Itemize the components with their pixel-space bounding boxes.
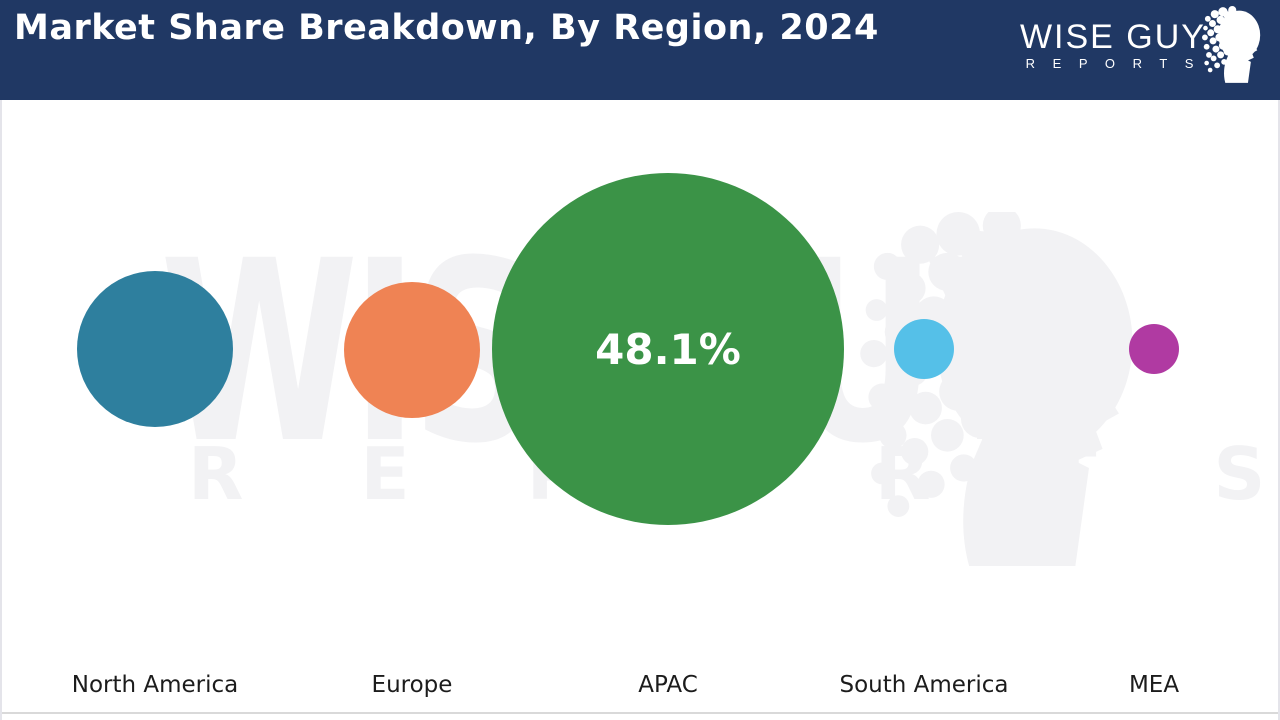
bubble-south-america [894,319,954,379]
bubble-apac: 48.1% [492,173,844,525]
face-dots-icon [1202,6,1266,84]
baseline [2,712,1278,714]
brand-logo: WISE GUY R E P O R T S [1020,6,1266,84]
logo-subtitle: R E P O R T S [1025,55,1201,71]
logo-wordmark: WISE GUY [1019,17,1206,56]
category-label-europe: Europe [371,672,453,698]
category-label-north-america: North America [71,672,239,698]
bubble-north-america [77,271,233,427]
category-label-mea: MEA [1128,672,1180,698]
bubble-value-apac: 48.1% [595,324,741,374]
category-labels: North America Europe APAC South America MEA [2,100,1278,720]
logo-text: WISE GUY R E P O R T S [1020,20,1206,71]
bubble-europe [344,282,480,418]
header-bar: Market Share Breakdown, By Region, 2024 … [0,0,1280,100]
category-label-apac: APAC [638,672,698,698]
page-title: Market Share Breakdown, By Region, 2024 [14,8,879,48]
category-label-south-america: South America [839,672,1009,698]
bubble-mea [1129,324,1179,374]
bubble-layer: 48.1% [2,100,1278,720]
